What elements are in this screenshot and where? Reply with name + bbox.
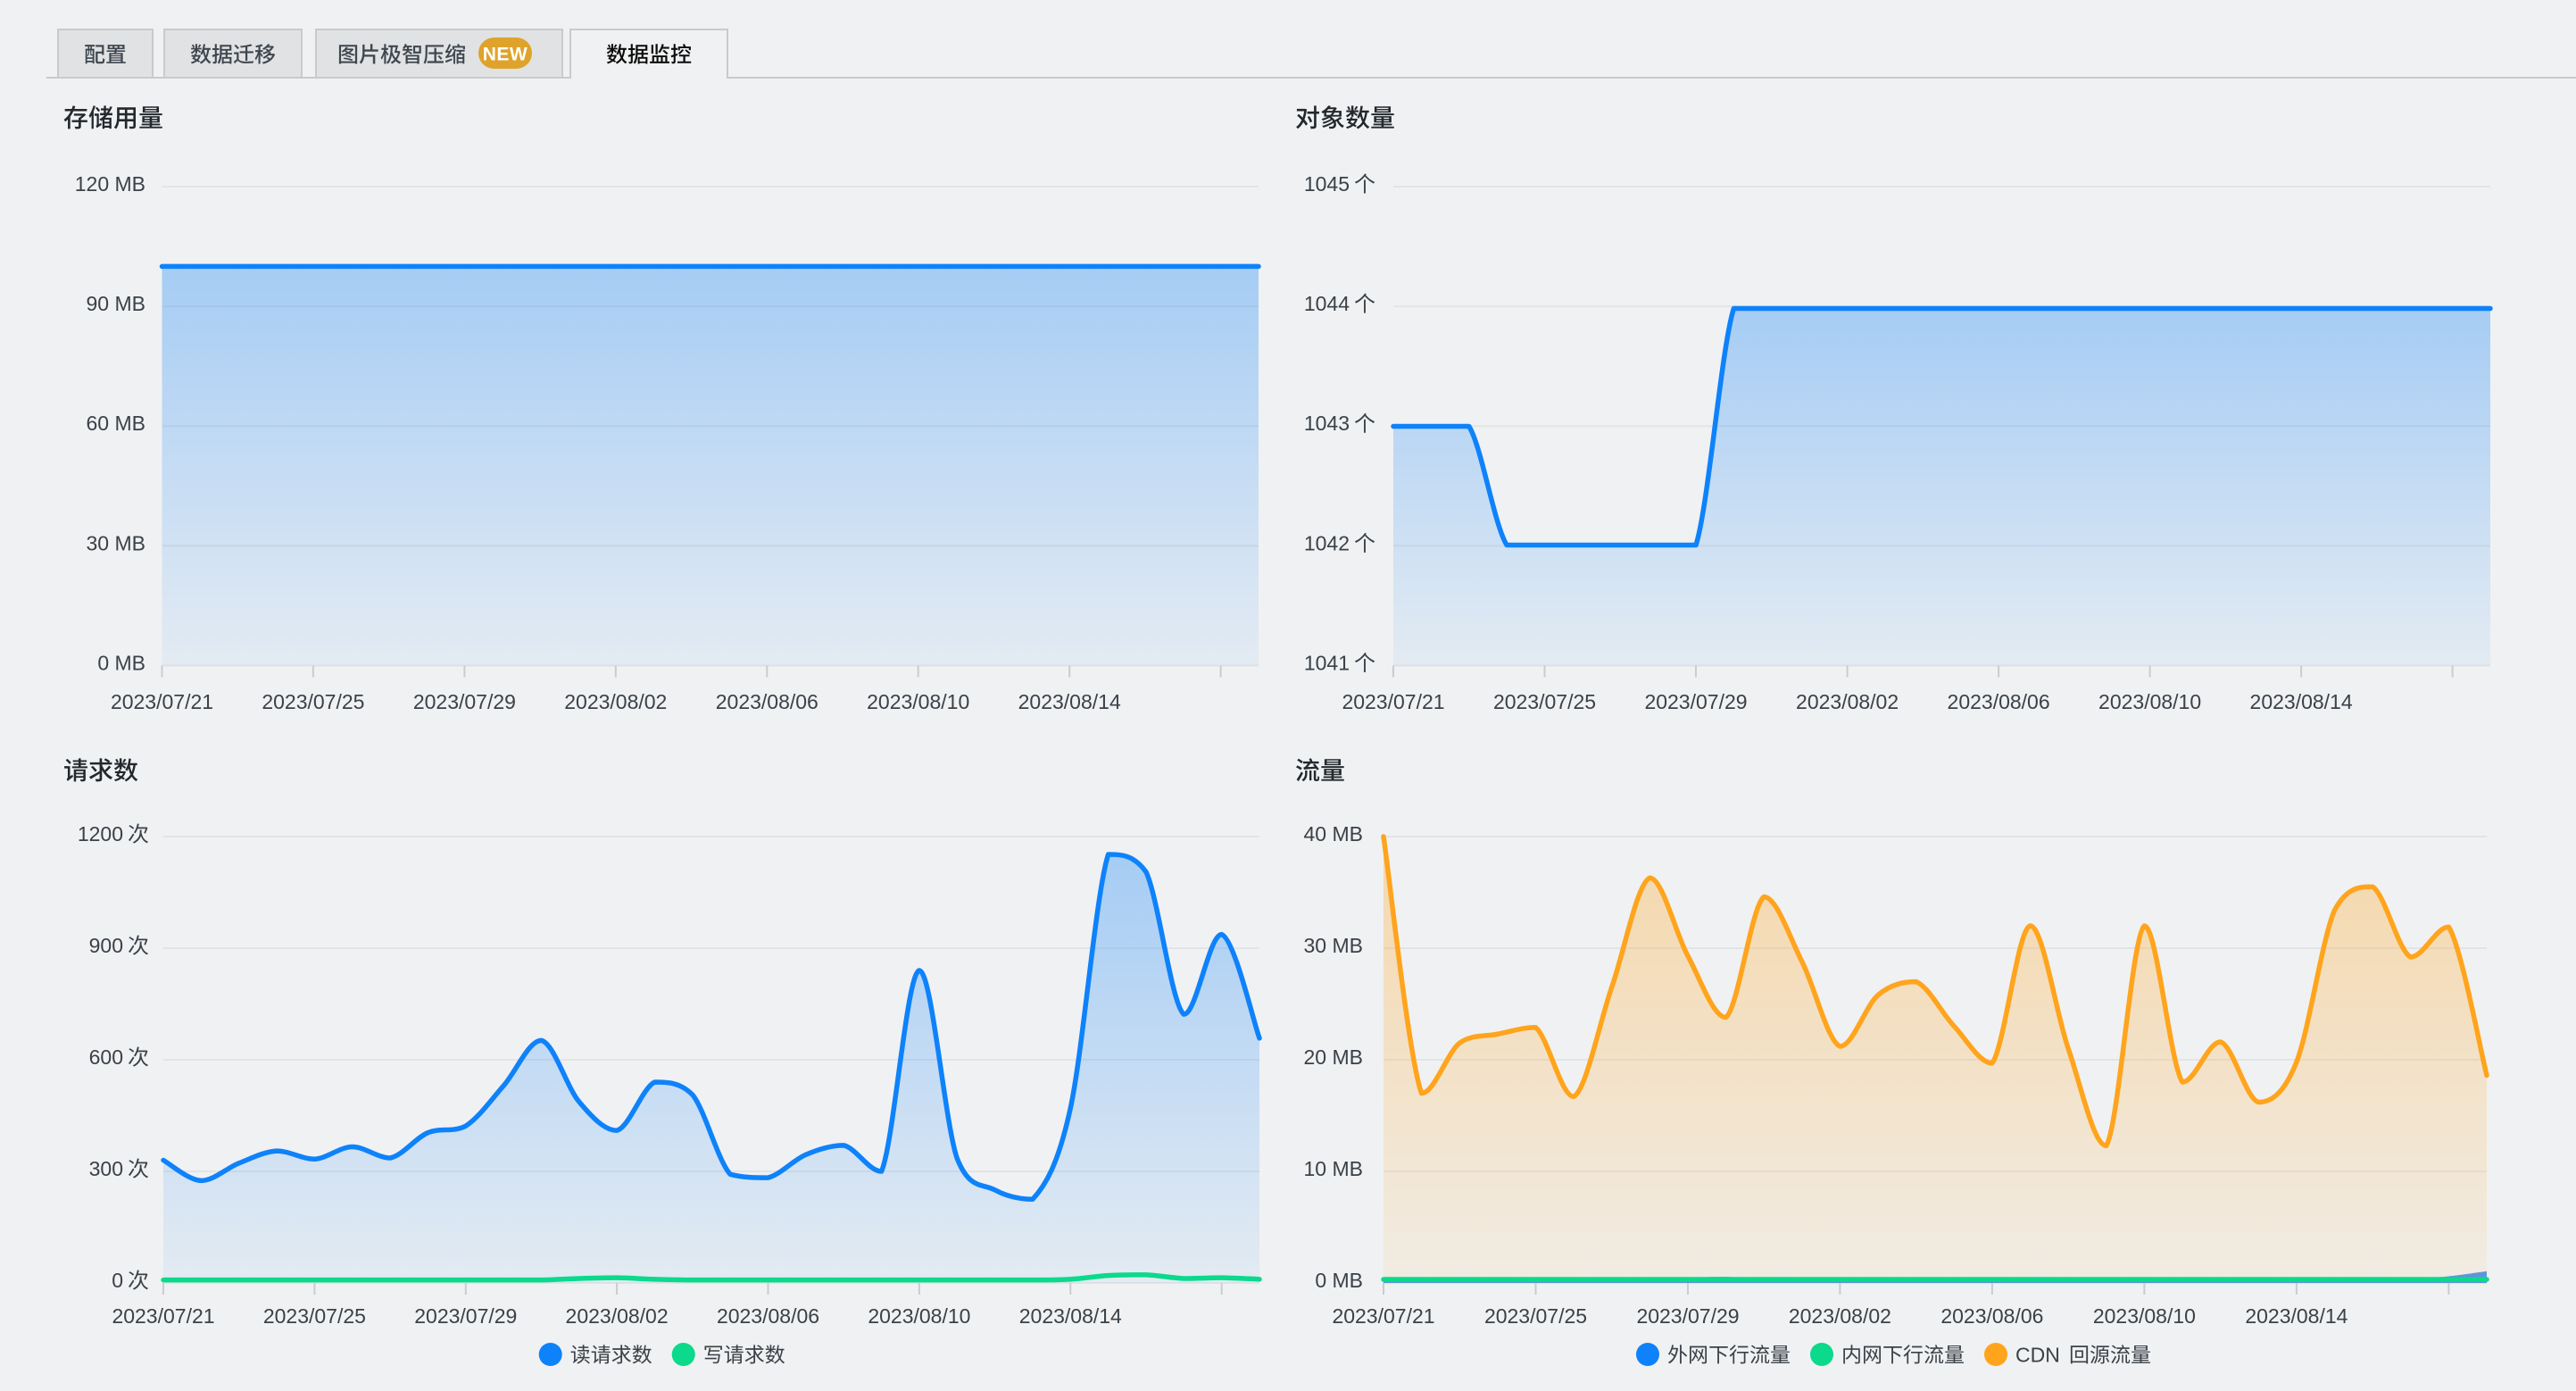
svg-text:2023/07/21: 2023/07/21 [1342, 690, 1444, 713]
svg-text:2023/08/14: 2023/08/14 [2250, 690, 2353, 713]
svg-text:120 MB: 120 MB [75, 172, 145, 196]
svg-text:0 MB: 0 MB [1315, 1269, 1363, 1292]
svg-text:30 MB: 30 MB [1304, 934, 1363, 957]
svg-text:2023/08/10: 2023/08/10 [2093, 1304, 2196, 1328]
svg-text:2023/08/10: 2023/08/10 [868, 1304, 970, 1328]
svg-text:2023/07/25: 2023/07/25 [262, 690, 364, 713]
svg-text:1041: 1041 [1304, 652, 1350, 675]
svg-text:2023/07/25: 2023/07/25 [1484, 1304, 1587, 1328]
svg-text:30 MB: 30 MB [87, 531, 145, 554]
svg-text:2023/07/21: 2023/07/21 [111, 690, 213, 713]
svg-text:900: 900 [89, 934, 123, 957]
svg-text:2023/08/10: 2023/08/10 [2098, 690, 2201, 713]
svg-text:2023/07/29: 2023/07/29 [413, 690, 516, 713]
svg-text:2023/08/02: 2023/08/02 [1796, 690, 1899, 713]
svg-text:2023/08/10: 2023/08/10 [867, 690, 969, 713]
svg-text:600: 600 [89, 1045, 123, 1069]
svg-text:2023/07/29: 2023/07/29 [414, 1304, 517, 1328]
svg-text:1200: 1200 [78, 822, 123, 845]
svg-text:10 MB: 10 MB [1304, 1157, 1363, 1180]
svg-text:2023/07/29: 2023/07/29 [1636, 1304, 1739, 1328]
svg-text:2023/08/06: 2023/08/06 [717, 1304, 819, 1328]
svg-text:2023/07/25: 2023/07/25 [1493, 690, 1596, 713]
svg-text:300: 300 [89, 1157, 123, 1180]
svg-text:2023/08/14: 2023/08/14 [1019, 1304, 1122, 1328]
svg-text:2023/08/06: 2023/08/06 [1940, 1304, 2043, 1328]
svg-text:2023/08/02: 2023/08/02 [1789, 1304, 1891, 1328]
svg-text:2023/07/21: 2023/07/21 [112, 1304, 214, 1328]
svg-text:20 MB: 20 MB [1304, 1045, 1363, 1069]
svg-text:2023/08/06: 2023/08/06 [716, 690, 819, 713]
svg-text:2023/07/25: 2023/07/25 [263, 1304, 366, 1328]
svg-text:2023/07/29: 2023/07/29 [1644, 690, 1747, 713]
svg-text:2023/08/02: 2023/08/02 [564, 690, 667, 713]
svg-text:2023/07/21: 2023/07/21 [1332, 1304, 1434, 1328]
svg-text:1045: 1045 [1304, 172, 1350, 196]
svg-text:60 MB: 60 MB [87, 412, 145, 435]
svg-text:1043: 1043 [1304, 412, 1350, 435]
svg-text:NEW: NEW [483, 45, 528, 65]
svg-text:2023/08/02: 2023/08/02 [566, 1304, 669, 1328]
svg-text:2023/08/14: 2023/08/14 [2245, 1304, 2347, 1328]
svg-text:0 MB: 0 MB [97, 652, 145, 675]
svg-text:0: 0 [112, 1269, 123, 1292]
svg-text:2023/08/06: 2023/08/06 [1948, 690, 2050, 713]
svg-text:CDN: CDN [2015, 1343, 2060, 1366]
svg-text:40 MB: 40 MB [1304, 822, 1363, 845]
svg-text:90 MB: 90 MB [87, 292, 145, 315]
svg-text:2023/08/14: 2023/08/14 [1018, 690, 1121, 713]
svg-text:1044: 1044 [1304, 292, 1350, 315]
svg-text:1042: 1042 [1304, 531, 1350, 554]
